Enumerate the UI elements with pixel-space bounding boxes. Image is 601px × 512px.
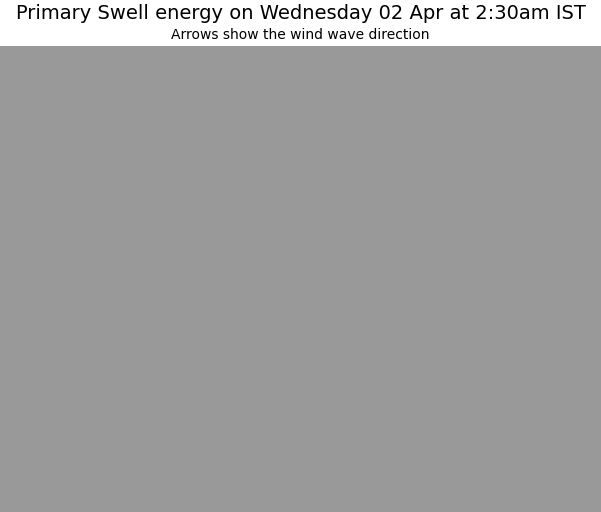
Polygon shape: [0, 46, 601, 512]
Text: Primary Swell energy on Wednesday 02 Apr at 2:30am IST: Primary Swell energy on Wednesday 02 Apr…: [16, 4, 585, 24]
Text: Arrows show the wind wave direction: Arrows show the wind wave direction: [171, 28, 430, 41]
